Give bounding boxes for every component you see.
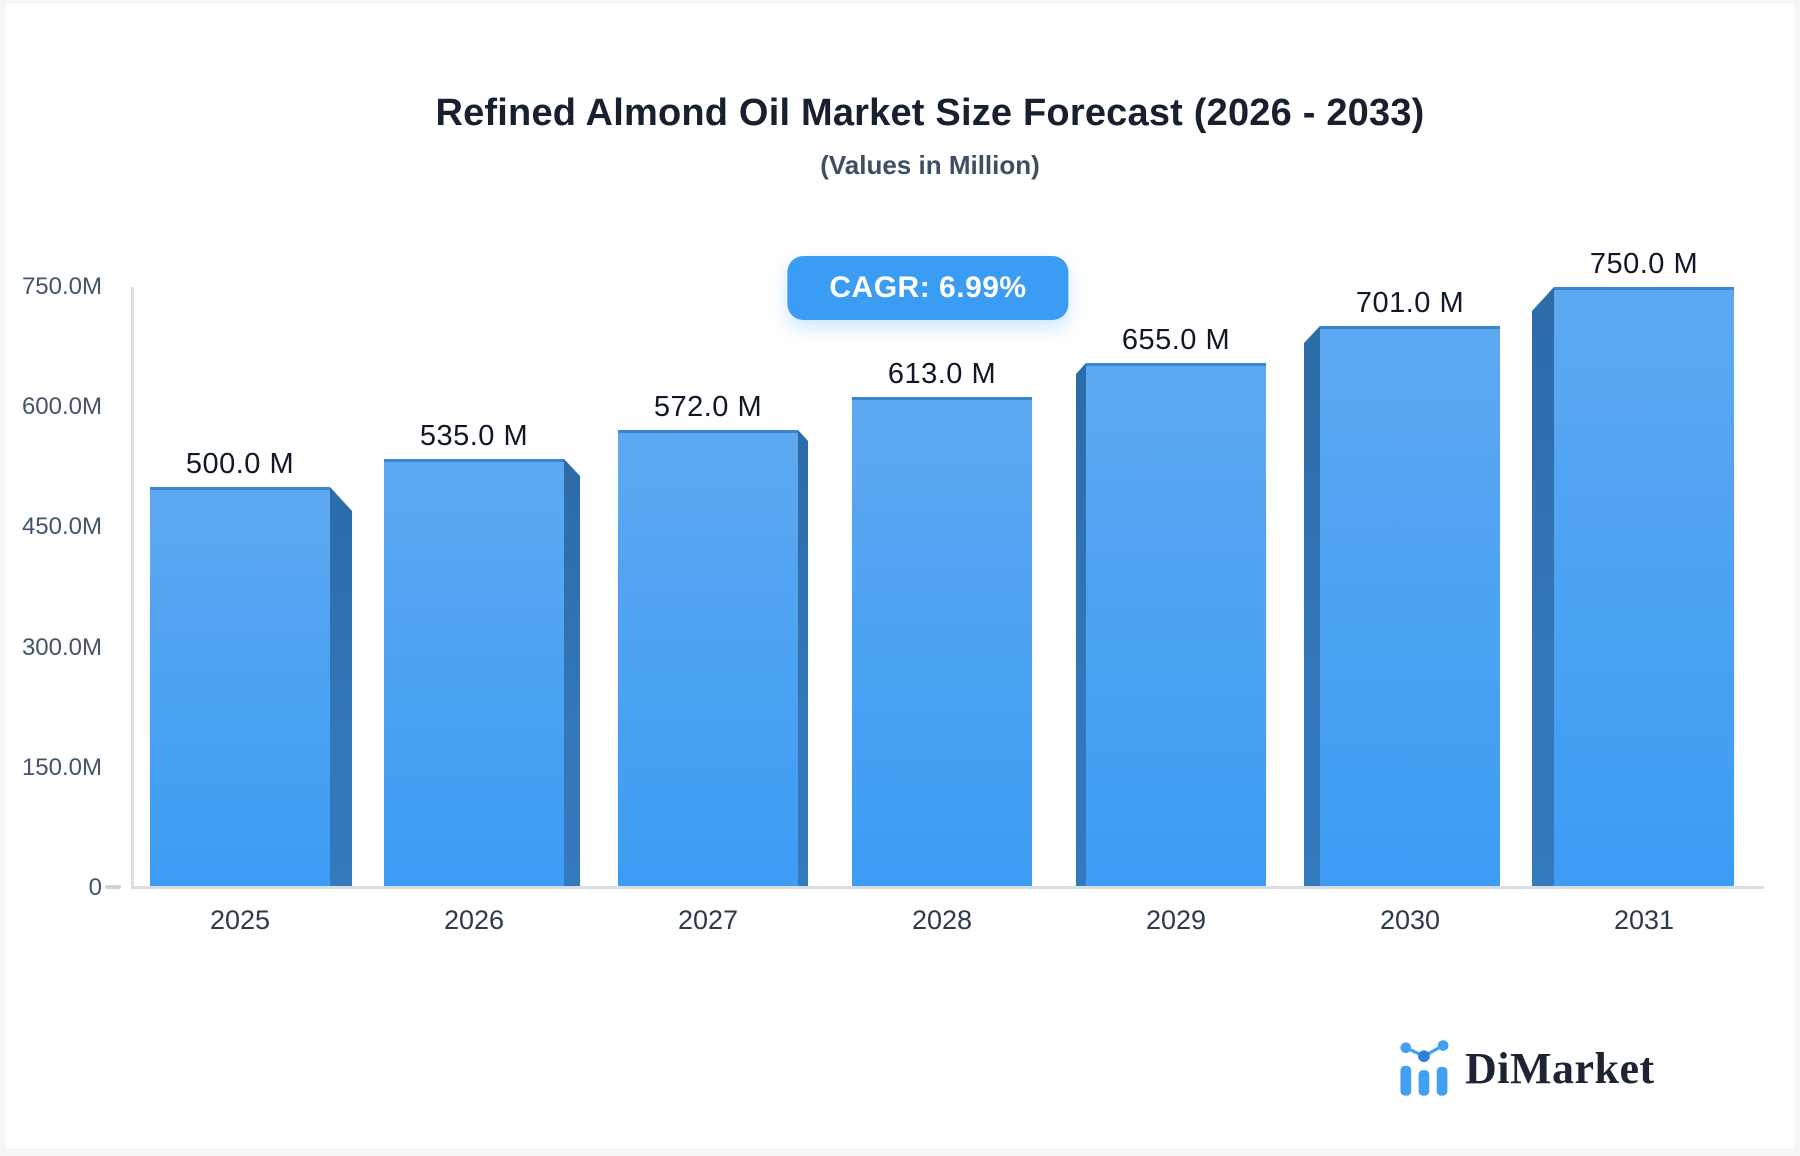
zero-tick-dash <box>105 885 121 889</box>
brand-logo: DiMarket <box>1393 1038 1655 1100</box>
y-tick-label: 750.0M <box>21 273 102 300</box>
bar-value-label: 655.0 M <box>1121 324 1231 356</box>
bar-chart-logo-icon <box>1400 1040 1449 1096</box>
bar-value-label: 750.0 M <box>1589 248 1699 280</box>
brand-name: DiMarket <box>1465 1044 1655 1093</box>
x-tick-label: 2027 <box>677 905 739 935</box>
x-tick-label: 2025 <box>209 905 271 935</box>
bar <box>1554 287 1734 888</box>
bar-value-label: 572.0 M <box>653 391 763 423</box>
bar-value-label: 500.0 M <box>185 448 295 480</box>
x-tick-label: 2026 <box>443 905 505 935</box>
x-tick-label: 2029 <box>1145 905 1207 935</box>
bar-3d-side <box>330 487 352 888</box>
bar <box>852 397 1032 888</box>
bar-value-label: 701.0 M <box>1355 287 1465 319</box>
bar-3d-side <box>1076 363 1086 888</box>
y-tick-label: 300.0M <box>21 633 102 661</box>
bar-3d-side <box>1304 326 1320 888</box>
y-axis-line <box>131 287 134 888</box>
y-tick-label: 0 <box>88 874 102 901</box>
bar <box>150 487 330 888</box>
x-tick-label: 2031 <box>1613 905 1675 935</box>
y-tick-label: 150.0M <box>21 753 102 781</box>
bar <box>618 430 798 888</box>
bar <box>1320 326 1500 888</box>
y-tick-label: 600.0M <box>21 393 102 421</box>
chart-title: Refined Almond Oil Market Size Forecast … <box>435 92 1425 134</box>
cagr-badge: CAGR: 6.99% <box>787 256 1069 320</box>
x-tick-label: 2028 <box>911 905 973 935</box>
chart-subtitle: (Values in Million) <box>820 150 1040 180</box>
bar-3d-side <box>798 430 808 888</box>
bar <box>384 459 564 888</box>
bar <box>1086 363 1266 888</box>
y-tick-label: 450.0M <box>21 513 102 541</box>
bar-3d-side <box>1532 287 1554 888</box>
x-tick-label: 2030 <box>1379 905 1441 935</box>
bar-value-label: 535.0 M <box>419 420 529 452</box>
bar-value-label: 613.0 M <box>887 358 997 390</box>
bar-3d-side <box>564 459 580 888</box>
x-axis-baseline <box>131 886 1764 889</box>
